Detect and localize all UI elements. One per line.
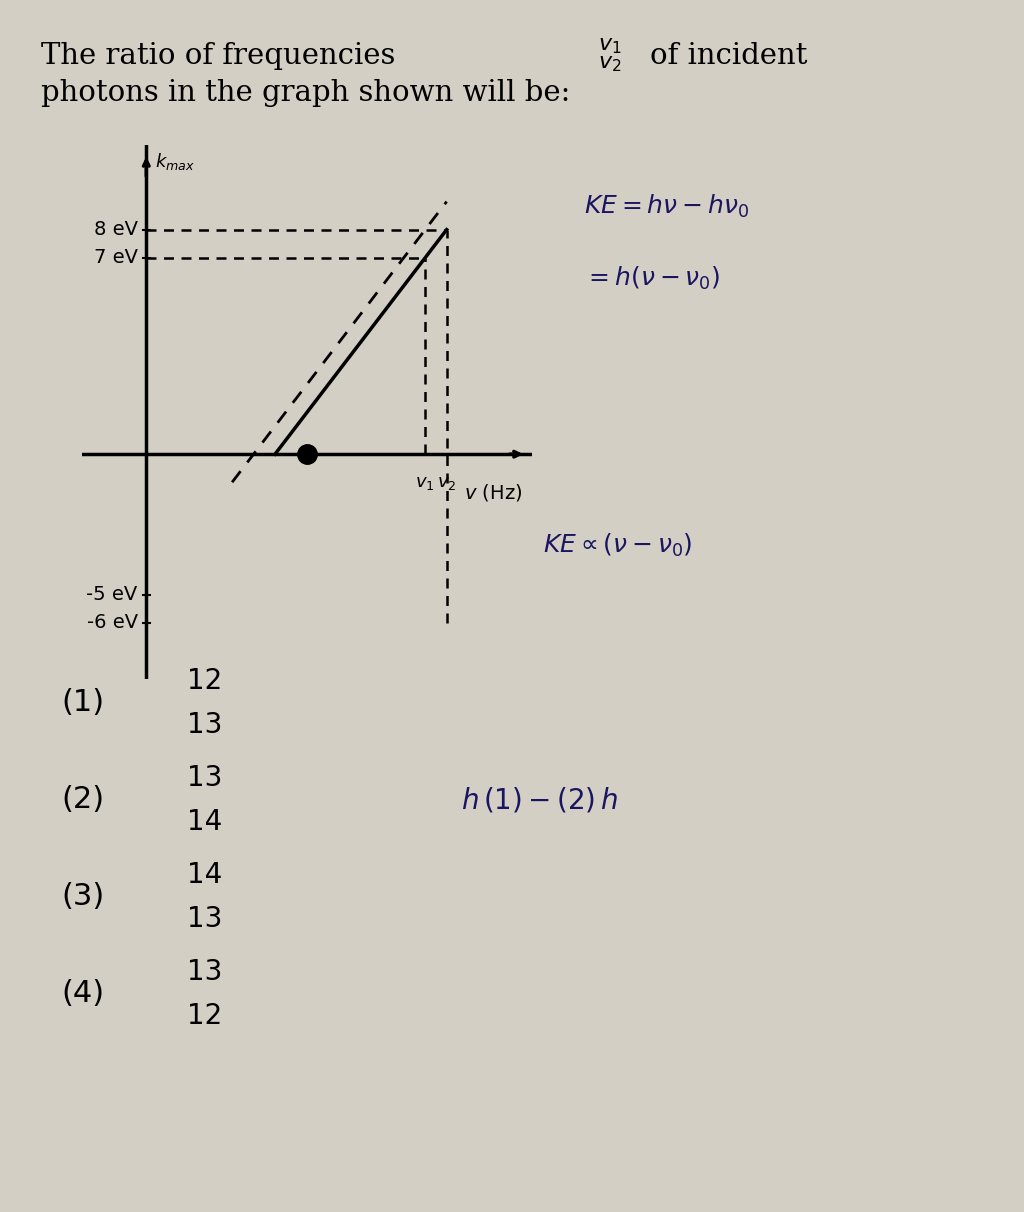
Text: $v$ (Hz): $v$ (Hz) bbox=[464, 482, 522, 503]
Text: 13: 13 bbox=[187, 764, 222, 793]
Text: (3): (3) bbox=[61, 882, 104, 911]
Text: 14: 14 bbox=[187, 861, 222, 890]
Text: $k_{max}$: $k_{max}$ bbox=[155, 152, 195, 172]
Text: 12: 12 bbox=[187, 667, 222, 696]
Text: -5 eV: -5 eV bbox=[86, 585, 137, 604]
Text: $v_1$: $v_1$ bbox=[416, 474, 435, 492]
Text: 12: 12 bbox=[187, 1001, 222, 1030]
Text: $v_2$: $v_2$ bbox=[598, 52, 621, 74]
Text: $KE \propto (\nu - \nu_0)$: $KE \propto (\nu - \nu_0)$ bbox=[543, 532, 692, 559]
Text: of incident: of incident bbox=[650, 42, 808, 70]
Text: (4): (4) bbox=[61, 979, 104, 1008]
Text: 14: 14 bbox=[187, 807, 222, 836]
Text: $h\,(1) - (2)\,h$: $h\,(1) - (2)\,h$ bbox=[461, 785, 617, 814]
Text: 13: 13 bbox=[187, 957, 222, 987]
Text: photons in the graph shown will be:: photons in the graph shown will be: bbox=[41, 79, 570, 107]
Text: 13: 13 bbox=[187, 710, 222, 739]
Text: $KE = h\nu - h\nu_0$: $KE = h\nu - h\nu_0$ bbox=[584, 193, 749, 219]
Text: (1): (1) bbox=[61, 688, 104, 718]
Text: $= h(\nu - \nu_0)$: $= h(\nu - \nu_0)$ bbox=[584, 265, 720, 292]
Text: 13: 13 bbox=[187, 904, 222, 933]
Text: 8 eV: 8 eV bbox=[94, 221, 137, 239]
Text: -6 eV: -6 eV bbox=[87, 613, 137, 633]
Text: The ratio of frequencies: The ratio of frequencies bbox=[41, 42, 395, 70]
Text: (2): (2) bbox=[61, 785, 104, 814]
Text: $v_1$: $v_1$ bbox=[598, 34, 621, 56]
Text: $v_2$: $v_2$ bbox=[437, 474, 457, 492]
Text: 7 eV: 7 eV bbox=[94, 248, 137, 267]
